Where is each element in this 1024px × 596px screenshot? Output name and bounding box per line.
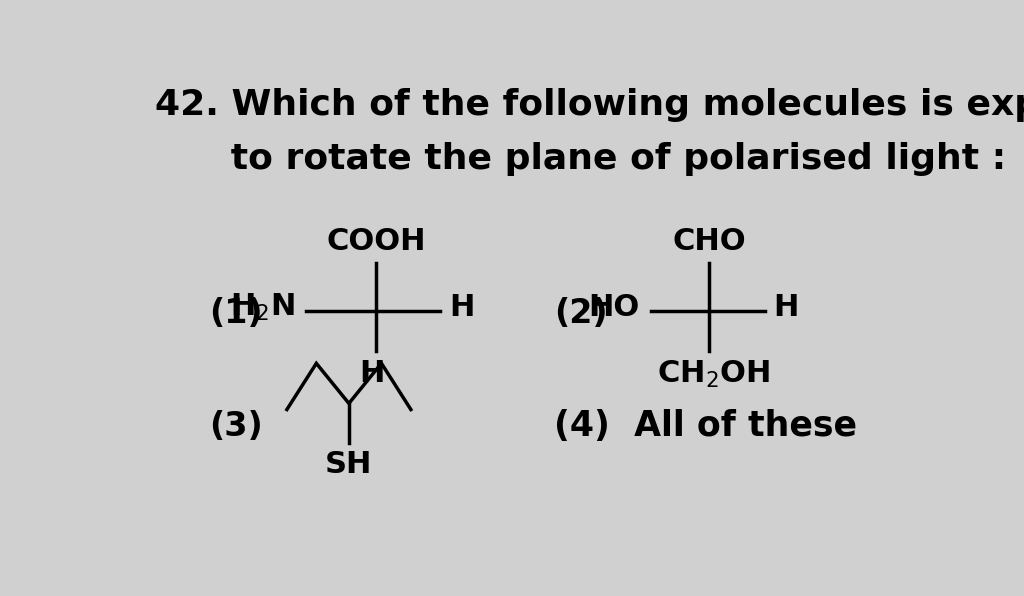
Text: (2): (2) bbox=[554, 297, 608, 330]
Text: (1): (1) bbox=[209, 297, 263, 330]
Text: 42. Which of the following molecules is expected: 42. Which of the following molecules is … bbox=[155, 88, 1024, 122]
Text: (3): (3) bbox=[209, 410, 263, 443]
Text: H: H bbox=[773, 293, 798, 322]
Text: SH: SH bbox=[326, 449, 373, 479]
Text: (4)  All of these: (4) All of these bbox=[554, 409, 857, 443]
Text: HO: HO bbox=[588, 293, 640, 322]
Text: to rotate the plane of polarised light :: to rotate the plane of polarised light : bbox=[155, 142, 1007, 176]
Text: COOH: COOH bbox=[327, 226, 426, 256]
Text: CH$_2$OH: CH$_2$OH bbox=[656, 359, 770, 390]
Text: H: H bbox=[450, 293, 475, 322]
Text: H$_2$N: H$_2$N bbox=[229, 291, 295, 322]
Text: H: H bbox=[359, 359, 385, 388]
Text: CHO: CHO bbox=[673, 226, 746, 256]
